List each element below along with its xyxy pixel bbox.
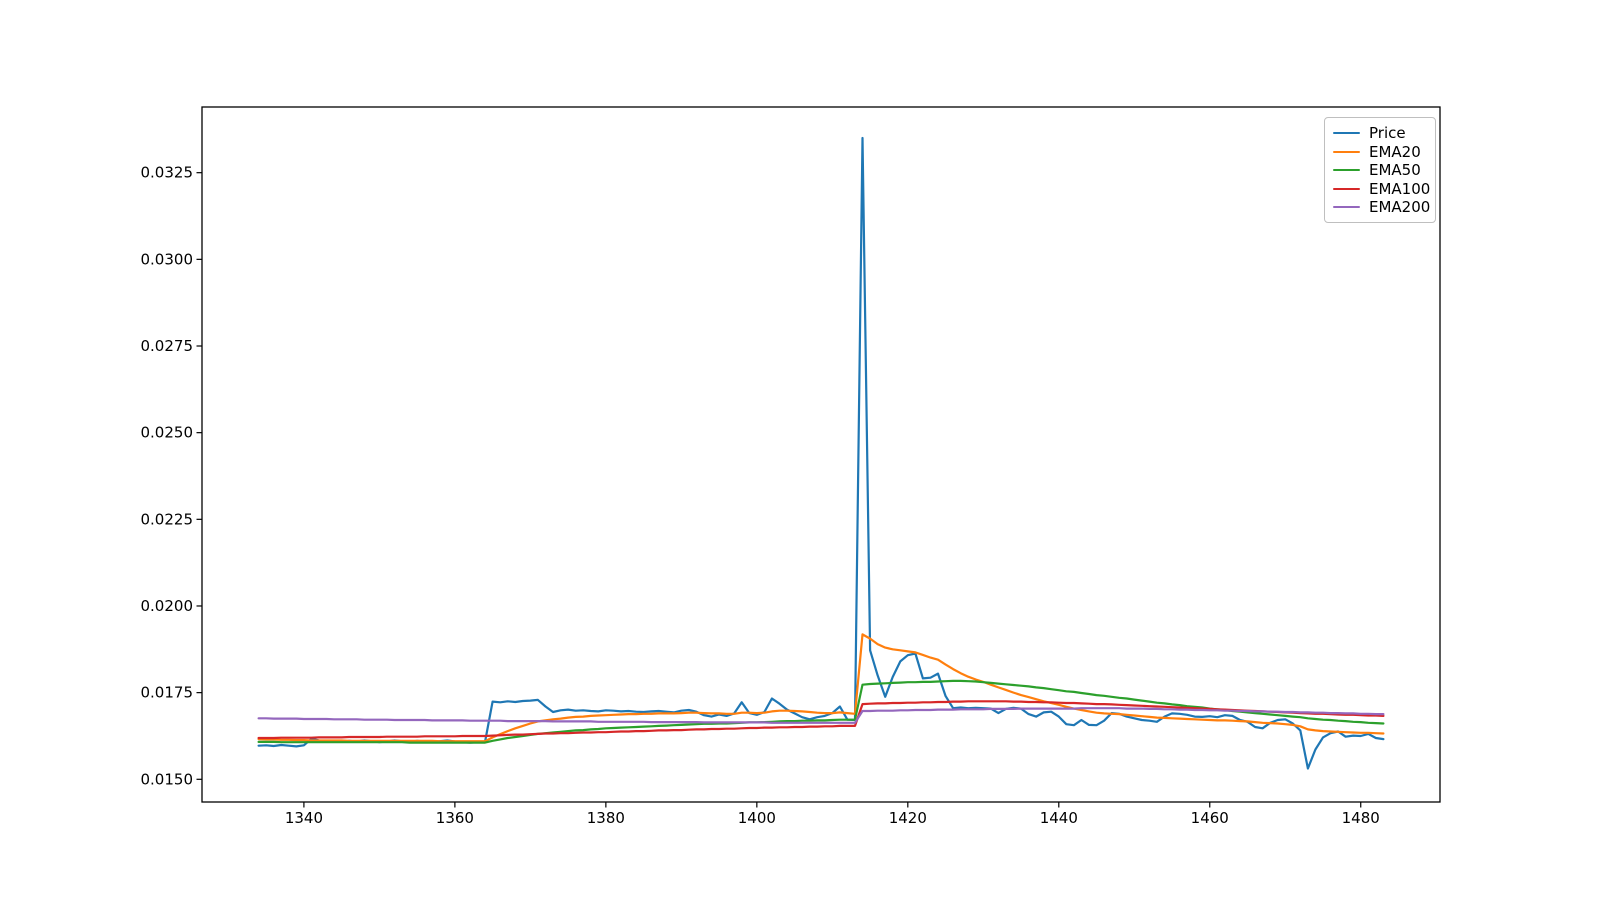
series-line-price — [257, 136, 1385, 770]
legend-label: Price — [1369, 124, 1406, 142]
legend-line-swatch — [1333, 150, 1360, 153]
legend: Price EMA20 EMA50 EMA100 EMA200 — [1324, 117, 1436, 223]
series-line-ema20 — [257, 633, 1385, 743]
legend-label: EMA200 — [1369, 198, 1431, 216]
y-tick-label: 0.0275 — [141, 337, 194, 355]
y-tick-label: 0.0250 — [141, 424, 194, 442]
legend-item-price: Price — [1333, 124, 1426, 142]
legend-item-ema50: EMA50 — [1333, 161, 1426, 179]
series-line-ema50 — [257, 679, 1385, 744]
legend-item-ema200: EMA200 — [1333, 198, 1430, 216]
x-tick-label: 1340 — [285, 809, 323, 827]
series-line-ema200 — [257, 707, 1385, 724]
axes-spines — [201, 106, 1441, 803]
x-tick-label: 1400 — [738, 809, 776, 827]
y-tick-label: 0.0325 — [141, 164, 194, 182]
x-tick-label: 1360 — [436, 809, 474, 827]
y-tick-label: 0.0175 — [141, 684, 194, 702]
x-tick-label: 1440 — [1040, 809, 1078, 827]
legend-line-swatch — [1333, 132, 1360, 134]
legend-label: EMA50 — [1369, 161, 1421, 179]
legend-line-swatch — [1333, 187, 1360, 190]
legend-item-ema100: EMA100 — [1333, 180, 1430, 198]
x-tick-label: 1380 — [587, 809, 625, 827]
x-tick-label: 1460 — [1191, 809, 1229, 827]
legend-line-swatch — [1333, 169, 1360, 171]
x-tick-label: 1420 — [889, 809, 927, 827]
y-tick-label: 0.0225 — [141, 510, 194, 528]
legend-label: EMA20 — [1369, 142, 1421, 161]
y-tick-label: 0.0300 — [141, 250, 194, 268]
legend-item-ema20: EMA20 — [1333, 143, 1426, 161]
y-tick-label: 0.0200 — [141, 597, 194, 615]
series-line-ema100 — [257, 700, 1385, 740]
y-tick-label: 0.0150 — [141, 770, 194, 788]
legend-label: EMA100 — [1369, 179, 1431, 198]
legend-line-swatch — [1333, 206, 1360, 208]
x-tick-label: 1480 — [1342, 809, 1380, 827]
